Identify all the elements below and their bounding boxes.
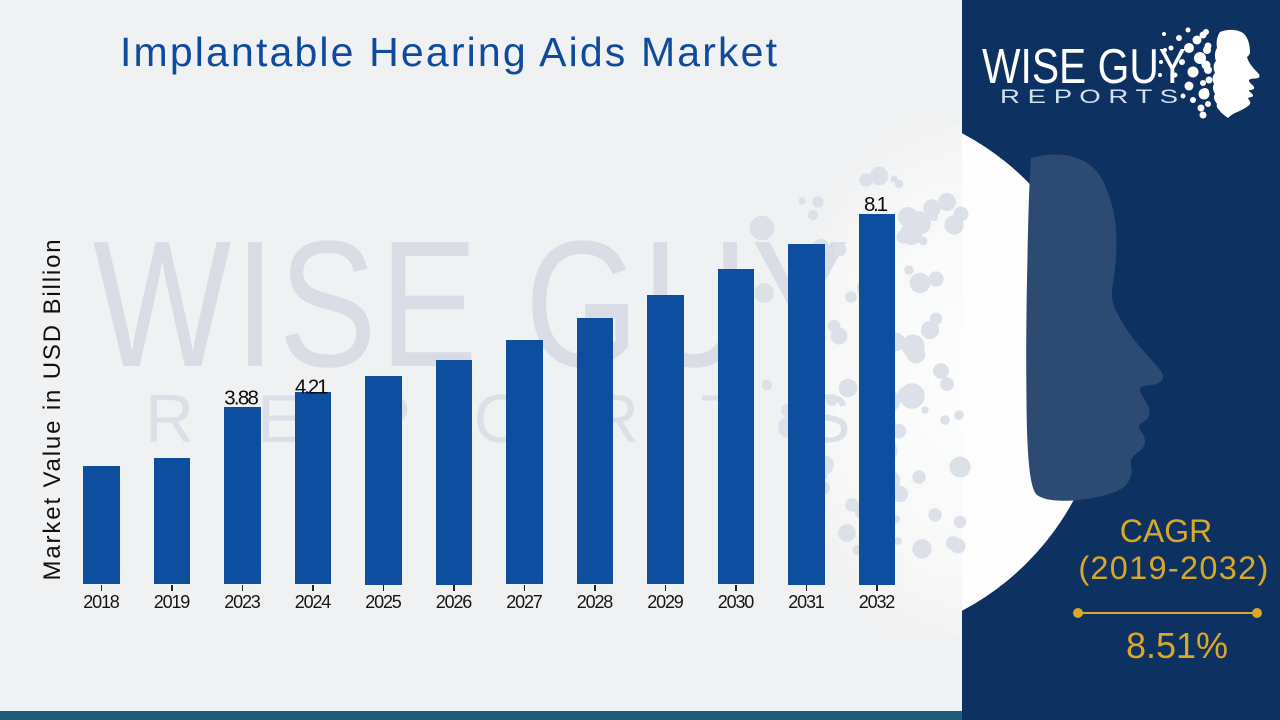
svg-text:8.1: 8.1 <box>864 194 888 216</box>
svg-text:4.21: 4.21 <box>295 377 329 399</box>
svg-text:WISE GUY: WISE GUY <box>982 40 1186 94</box>
svg-text:2030: 2030 <box>718 592 755 612</box>
svg-text:2032: 2032 <box>859 592 896 612</box>
svg-text:R E P O R T S: R E P O R T S <box>1000 86 1178 108</box>
svg-text:2025: 2025 <box>365 592 402 612</box>
svg-text:3.88: 3.88 <box>224 388 259 410</box>
svg-text:2027: 2027 <box>506 592 543 612</box>
svg-text:2028: 2028 <box>577 592 614 612</box>
svg-text:2031: 2031 <box>788 592 825 612</box>
svg-text:2026: 2026 <box>436 592 473 612</box>
svg-text:2018: 2018 <box>83 592 120 612</box>
svg-text:2024: 2024 <box>295 592 332 612</box>
svg-text:2019: 2019 <box>154 592 191 612</box>
svg-text:2023: 2023 <box>224 592 260 612</box>
svg-text:2029: 2029 <box>647 592 684 612</box>
